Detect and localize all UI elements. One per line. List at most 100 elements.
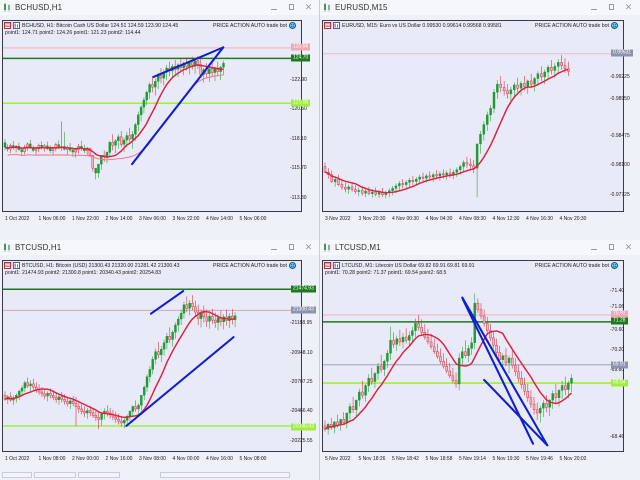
- time-tick: 5 Nov 18:26: [358, 456, 386, 462]
- price-badge[interactable]: 124.70: [291, 54, 311, 62]
- plot-svg-bchusd: [3, 46, 301, 180]
- minimize-button[interactable]: [270, 243, 279, 252]
- plot-bchusd[interactable]: BCHUSD, H1: Bitcoin Cash US Dollar 124.5…: [2, 20, 302, 212]
- plot-svg-ltcusd: [323, 293, 623, 447]
- minimize-button[interactable]: [590, 3, 599, 12]
- window-controls[interactable]: ✕: [590, 3, 638, 12]
- time-tick: 1 Nov 22:00: [72, 216, 99, 222]
- price-tick: -20466.40: [290, 408, 313, 415]
- strip-segment: [160, 472, 290, 478]
- titlebar-bchusd[interactable]: BCHUSD,H1 ✕: [0, 0, 320, 15]
- time-tick: 1 Oct 2022: [5, 216, 30, 222]
- window-controls[interactable]: ✕: [270, 3, 318, 12]
- window-title: BTCUSD,H1: [15, 243, 62, 252]
- time-tick: 5 Nov 19:14: [459, 456, 486, 462]
- price-tick: -71.06: [610, 304, 625, 311]
- titlebar-ltcusd[interactable]: LTCUSD,M1 ✕: [320, 240, 640, 255]
- maximize-button[interactable]: [287, 243, 296, 252]
- close-button[interactable]: ✕: [624, 242, 633, 252]
- price-scale-eurusd[interactable]: -0.99225 -0.98950 -0.98475 -0.98100 -0.97725…: [610, 20, 640, 212]
- titlebar-eurusd[interactable]: EURUSD,M15 ✕: [320, 0, 640, 15]
- titlebar-btcusd[interactable]: BTCUSD,H1 ✕: [0, 240, 320, 255]
- minimize-button[interactable]: [270, 3, 279, 12]
- price-badge[interactable]: 21474.93: [291, 285, 316, 293]
- candlestick-icon: [4, 243, 10, 252]
- price-tick: -0.98950: [610, 95, 630, 102]
- maximize-button[interactable]: [607, 243, 616, 252]
- price-tick: -0.98100: [610, 162, 630, 169]
- minimize-button[interactable]: [590, 243, 599, 252]
- chart-area-btcusd[interactable]: BTCUSD, H1: Bitcoin (USD) 21300.43 21320…: [0, 255, 320, 480]
- time-tick: 4 Nov 00:00: [172, 456, 200, 462]
- time-scale-eurusd[interactable]: 3 Nov 2022 3 Nov 20:30 4 Nov 00:30 4 Nov 04…: [322, 216, 624, 226]
- chart-area-ltcusd[interactable]: LTCUSD, M1: Litecoin US Dollar 69.82 69.…: [320, 255, 640, 480]
- time-tick: 5 Nov 06:00: [239, 216, 267, 222]
- time-tick: 5 Nov 19:30: [492, 456, 520, 462]
- price-tick: -20948.10: [290, 349, 313, 356]
- maximize-button[interactable]: [607, 3, 616, 12]
- close-button[interactable]: ✕: [304, 242, 313, 252]
- close-button[interactable]: ✕: [624, 2, 633, 12]
- time-tick: 5 Nov 18:42: [392, 456, 419, 462]
- time-tick: 1 Oct 2022: [5, 456, 30, 462]
- panel-divider: [319, 240, 320, 480]
- price-badge[interactable]: 121.00: [291, 99, 311, 107]
- candlestick-icon: [324, 3, 330, 12]
- price-tick: -0.98475: [610, 133, 630, 140]
- window-eurusd[interactable]: EURUSD,M15 ✕: [320, 0, 640, 240]
- window-title: EURUSD,M15: [335, 3, 388, 12]
- price-badge[interactable]: 125.56: [291, 43, 311, 51]
- chart-area-eurusd[interactable]: EURUSD, M15: Euro vs US Dollar 0.99530 0…: [320, 15, 640, 240]
- price-tick: -118.10: [290, 135, 307, 142]
- time-tick: 1 Nov 06:00: [38, 216, 66, 222]
- price-tick: -113.30: [290, 194, 307, 201]
- window-title: LTCUSD,M1: [335, 243, 381, 252]
- maximize-button[interactable]: [287, 3, 296, 12]
- time-tick: 3 Nov 20:30: [358, 216, 386, 222]
- time-tick: 3 Nov 08:00: [139, 456, 166, 462]
- plot-eurusd[interactable]: EURUSD, M15: Euro vs US Dollar 0.99530 0…: [322, 20, 624, 212]
- price-tick: -69.80: [610, 367, 625, 374]
- time-tick: 2 Nov 16:00: [105, 456, 133, 462]
- strip-segment: [34, 472, 76, 478]
- window-controls[interactable]: ✕: [590, 243, 638, 252]
- plot-ltcusd[interactable]: LTCUSD, M1: Litecoin US Dollar 69.82 69.…: [322, 260, 624, 452]
- candlestick-icon: [324, 243, 330, 252]
- bottom-strip-eurusd: [320, 230, 640, 240]
- plot-btcusd[interactable]: BTCUSD, H1: Bitcoin (USD) 21300.43 21320…: [2, 260, 302, 452]
- price-tick: -20707.25: [290, 379, 313, 386]
- price-scale-bchusd[interactable]: -122.90 -120.50 -118.10 -115.70 -113.30 125.5…: [290, 20, 320, 212]
- price-badge[interactable]: 70.92: [611, 310, 628, 318]
- window-btcusd[interactable]: BTCUSD,H1 ✕: [0, 240, 320, 480]
- window-ltcusd[interactable]: LTCUSD,M1 ✕: [320, 240, 640, 480]
- price-tick: -71.40: [610, 287, 625, 294]
- time-tick: 4 Nov 16:00: [206, 456, 233, 462]
- close-button[interactable]: ✕: [304, 2, 313, 12]
- price-tick: -115.70: [290, 165, 307, 172]
- time-scale-bchusd[interactable]: 1 Oct 2022 1 Nov 06:00 1 Nov 22:00 2 Nov 14…: [2, 216, 302, 226]
- price-badge[interactable]: 69.54: [611, 379, 628, 387]
- price-tick: -70.60: [610, 327, 625, 334]
- price-scale-btcusd[interactable]: -21188.95 -20948.10 -20707.25 -20466.40 -202…: [290, 260, 320, 452]
- price-badge[interactable]: 20340.43: [291, 423, 316, 431]
- time-scale-btcusd[interactable]: 1 Oct 2022 1 Nov 08:00 2 Nov 00:00 2 Nov 16…: [2, 456, 302, 466]
- time-scale-ltcusd[interactable]: 5 Nov 2022 5 Nov 18:26 5 Nov 18:42 5 Nov 18…: [322, 456, 624, 466]
- window-controls[interactable]: ✕: [270, 243, 318, 252]
- price-scale-ltcusd[interactable]: -71.40 -71.06 -70.60 -70.20 -69.80 -68.46 70.9…: [610, 260, 640, 452]
- time-tick: 5 Nov 2022: [325, 456, 351, 462]
- time-tick: 4 Nov 14:00: [206, 216, 233, 222]
- time-tick: 4 Nov 20:30: [559, 216, 587, 222]
- time-tick: 4 Nov 16:30: [526, 216, 553, 222]
- price-badge[interactable]: 0.99531: [611, 49, 634, 57]
- time-tick: 4 Nov 08:30: [459, 216, 486, 222]
- price-tick: -20225.55: [290, 437, 313, 444]
- time-tick: 3 Nov 2022: [325, 216, 351, 222]
- price-badge[interactable]: 69.91: [611, 361, 628, 369]
- price-badge[interactable]: 71.28: [611, 317, 628, 325]
- bottom-strip-ltcusd: [320, 470, 640, 480]
- chart-area-bchusd[interactable]: BCHUSD, H1: Bitcoin Cash US Dollar 124.5…: [0, 15, 320, 240]
- panel-divider: [319, 0, 320, 240]
- price-tick: -70.20: [610, 347, 625, 354]
- price-badge[interactable]: 21300.43: [291, 306, 316, 314]
- window-bchusd[interactable]: BCHUSD,H1 ✕: [0, 0, 320, 240]
